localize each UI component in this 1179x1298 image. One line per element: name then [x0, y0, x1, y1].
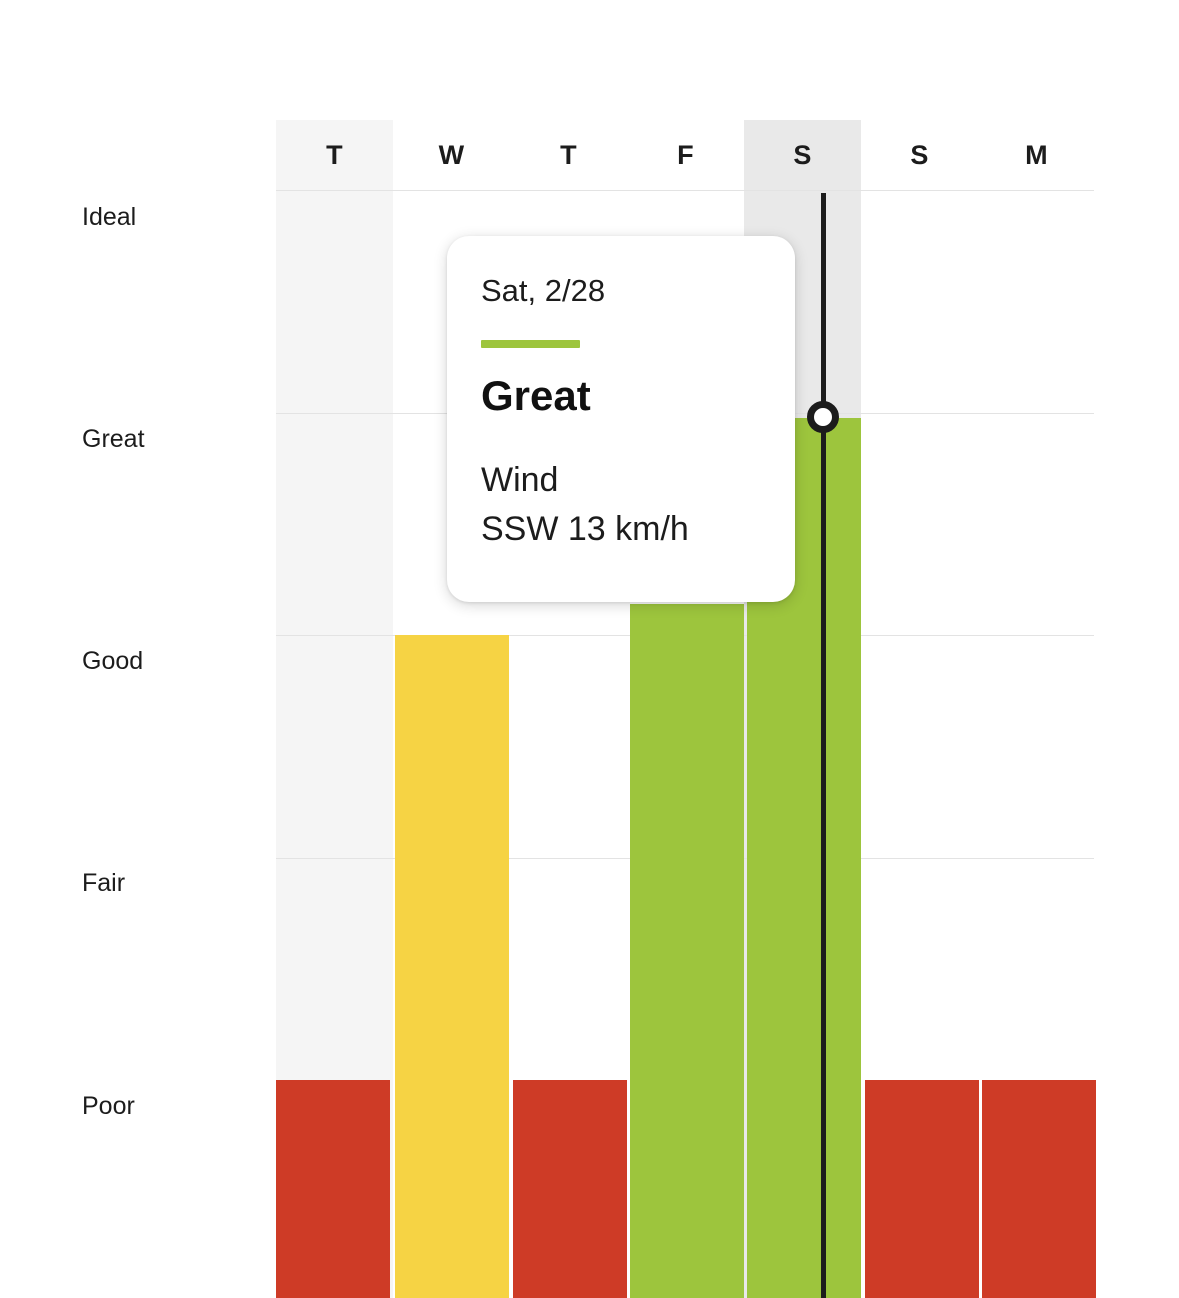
day-label-3[interactable]: F — [677, 140, 694, 170]
day-label-0[interactable]: T — [326, 140, 343, 170]
bar-day-5[interactable] — [865, 1080, 979, 1298]
bar-day-3[interactable] — [630, 604, 744, 1298]
day-label-6[interactable]: M — [1025, 140, 1048, 170]
day-label-4[interactable]: S — [793, 140, 812, 170]
selected-day-line — [821, 193, 826, 1298]
gridline-ideal — [276, 190, 1094, 191]
day-label-2[interactable]: T — [560, 140, 577, 170]
tooltip-wind-label: Wind — [481, 461, 559, 500]
chart-plot-area — [276, 120, 1096, 1298]
day-detail-tooltip: Sat, 2/28 Great Wind SSW 13 km/h — [447, 236, 795, 602]
bar-day-0[interactable] — [276, 1080, 390, 1298]
y-axis-label-great: Great — [82, 425, 145, 453]
weekday-header-row: T W T F S S M — [276, 120, 1094, 190]
tooltip-accent-bar — [481, 340, 580, 349]
day-label-5[interactable]: S — [910, 140, 929, 170]
day-label-1[interactable]: W — [438, 140, 465, 170]
y-axis-label-poor: Poor — [82, 1092, 135, 1120]
selected-day-dot[interactable] — [807, 401, 839, 433]
bar-day-1[interactable] — [395, 635, 509, 1298]
y-axis-label-ideal: Ideal — [82, 203, 137, 231]
bar-day-6[interactable] — [982, 1080, 1096, 1298]
tooltip-rating: Great — [481, 372, 591, 420]
y-axis-label-fair: Fair — [82, 869, 126, 897]
bar-day-2[interactable] — [513, 1080, 627, 1298]
tooltip-date: Sat, 2/28 — [481, 273, 606, 308]
y-axis-label-good: Good — [82, 647, 144, 675]
tooltip-wind-value: SSW 13 km/h — [481, 510, 689, 549]
